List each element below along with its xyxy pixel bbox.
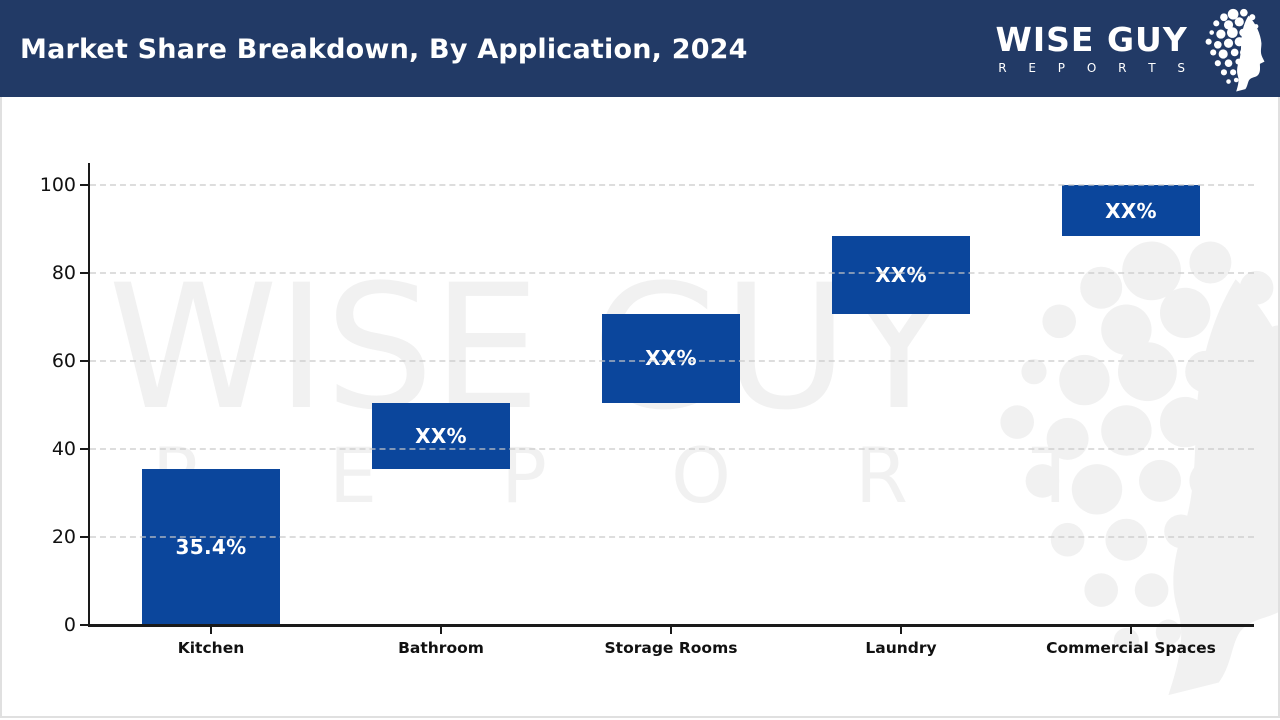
page-title: Market Share Breakdown, By Application, …: [20, 34, 748, 65]
bar-value-label: 35.4%: [175, 535, 247, 560]
y-tick-label: 100: [39, 174, 76, 196]
y-tick-mark: [80, 448, 88, 450]
brand-logo-text: WISE GUY R E P O R T S: [989, 23, 1194, 75]
watermark-brand-text: WISE GUY: [108, 247, 952, 448]
y-axis-line: [88, 163, 90, 627]
x-tick-label-storage-rooms: Storage Rooms: [604, 639, 738, 657]
gridline: [90, 448, 1254, 450]
brand-subname: R E P O R T S: [998, 60, 1194, 75]
bar-kitchen: 35.4%: [142, 469, 280, 625]
y-tick-mark: [80, 624, 88, 626]
y-tick-label: 40: [51, 438, 76, 460]
bar-value-label: XX%: [875, 262, 927, 287]
y-tick-mark: [80, 184, 88, 186]
x-axis-line: [88, 624, 1254, 627]
dotted-head-icon: [1205, 8, 1265, 92]
brand-name: WISE GUY: [995, 20, 1188, 60]
brand-logo: WISE GUY R E P O R T S: [989, 4, 1266, 94]
bar-value-label: XX%: [1105, 198, 1157, 223]
y-tick-label: 80: [51, 262, 76, 284]
bar-laundry: XX%: [832, 236, 970, 314]
x-tick-mark: [440, 627, 442, 634]
x-tick-mark: [670, 627, 672, 634]
gridline: [90, 360, 1254, 362]
x-tick-label-laundry: Laundry: [865, 639, 937, 657]
x-tick-mark: [1130, 627, 1132, 634]
bar-commercial-spaces: XX%: [1062, 185, 1200, 237]
y-tick-mark: [80, 360, 88, 362]
x-tick-label-commercial-spaces: Commercial Spaces: [1046, 639, 1216, 657]
x-tick-mark: [210, 627, 212, 634]
gridline: [90, 536, 1254, 538]
y-tick-mark: [80, 536, 88, 538]
header-bar: Market Share Breakdown, By Application, …: [0, 0, 1280, 97]
bar-storage-rooms: XX%: [602, 313, 740, 403]
y-tick-mark: [80, 272, 88, 274]
watermark-head-icon: [1000, 241, 1280, 696]
x-tick-label-bathroom: Bathroom: [398, 639, 484, 657]
bar-value-label: XX%: [415, 424, 467, 449]
x-tick-label-kitchen: Kitchen: [177, 639, 245, 657]
bar-value-label: XX%: [645, 346, 697, 371]
x-tick-mark: [900, 627, 902, 634]
y-tick-label: 0: [63, 614, 76, 636]
bar-bathroom: XX%: [372, 402, 510, 470]
y-tick-label: 60: [51, 350, 76, 372]
gridline: [90, 272, 1254, 274]
y-tick-label: 20: [51, 526, 76, 548]
gridline: [90, 184, 1254, 186]
